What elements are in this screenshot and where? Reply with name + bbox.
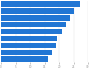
Bar bbox=[1, 56, 48, 62]
Bar bbox=[1, 29, 62, 34]
Bar bbox=[1, 43, 56, 48]
Bar bbox=[1, 1, 80, 7]
Bar bbox=[1, 22, 66, 27]
Bar bbox=[1, 49, 52, 55]
Bar bbox=[1, 36, 57, 41]
Bar bbox=[1, 15, 70, 21]
Bar bbox=[1, 8, 74, 14]
